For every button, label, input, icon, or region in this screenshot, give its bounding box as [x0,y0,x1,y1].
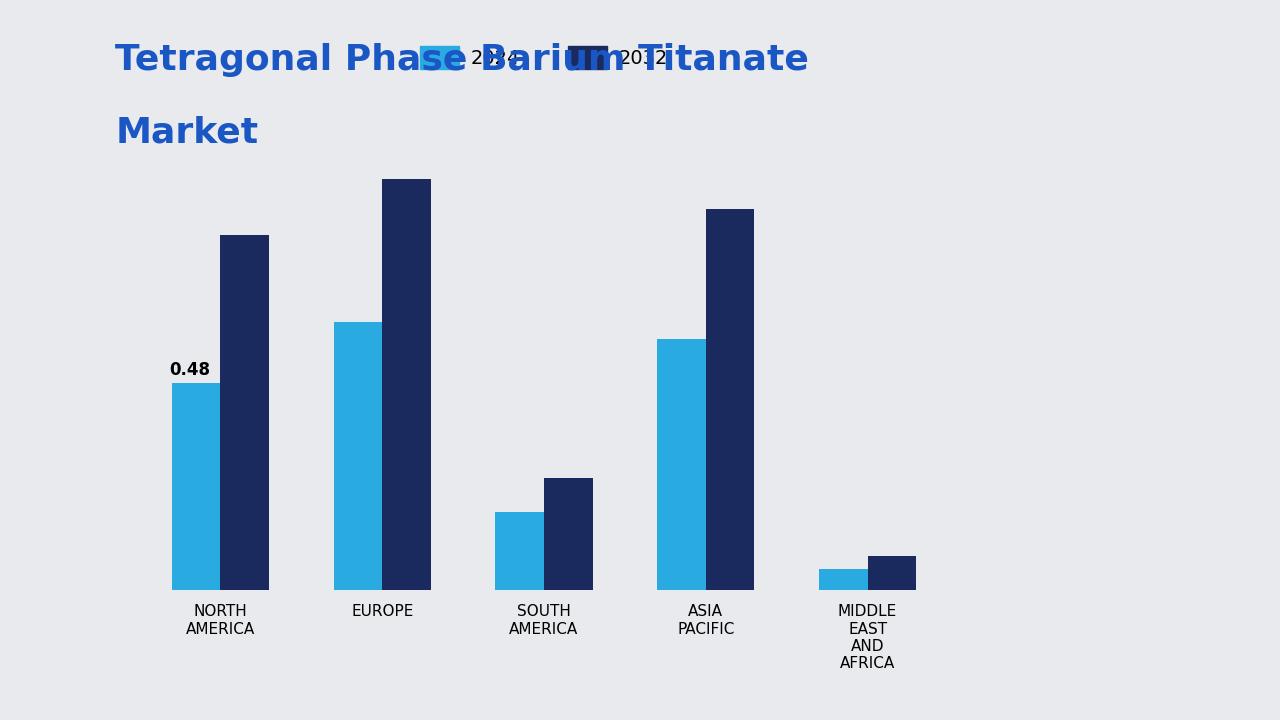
Bar [220,235,269,590]
Text: 0.48: 0.48 [169,361,210,379]
Legend: 2024, 2032: 2024, 2032 [412,39,676,76]
Bar [495,513,544,590]
Bar [172,382,220,590]
Bar [705,210,754,590]
Bar [544,478,593,590]
Bar [819,569,868,590]
Bar [383,179,431,590]
Bar [334,322,383,590]
Bar [868,556,916,590]
Text: Market: Market [115,115,259,149]
Text: Tetragonal Phase Barium Titanate: Tetragonal Phase Barium Titanate [115,43,809,77]
Bar [657,339,705,590]
